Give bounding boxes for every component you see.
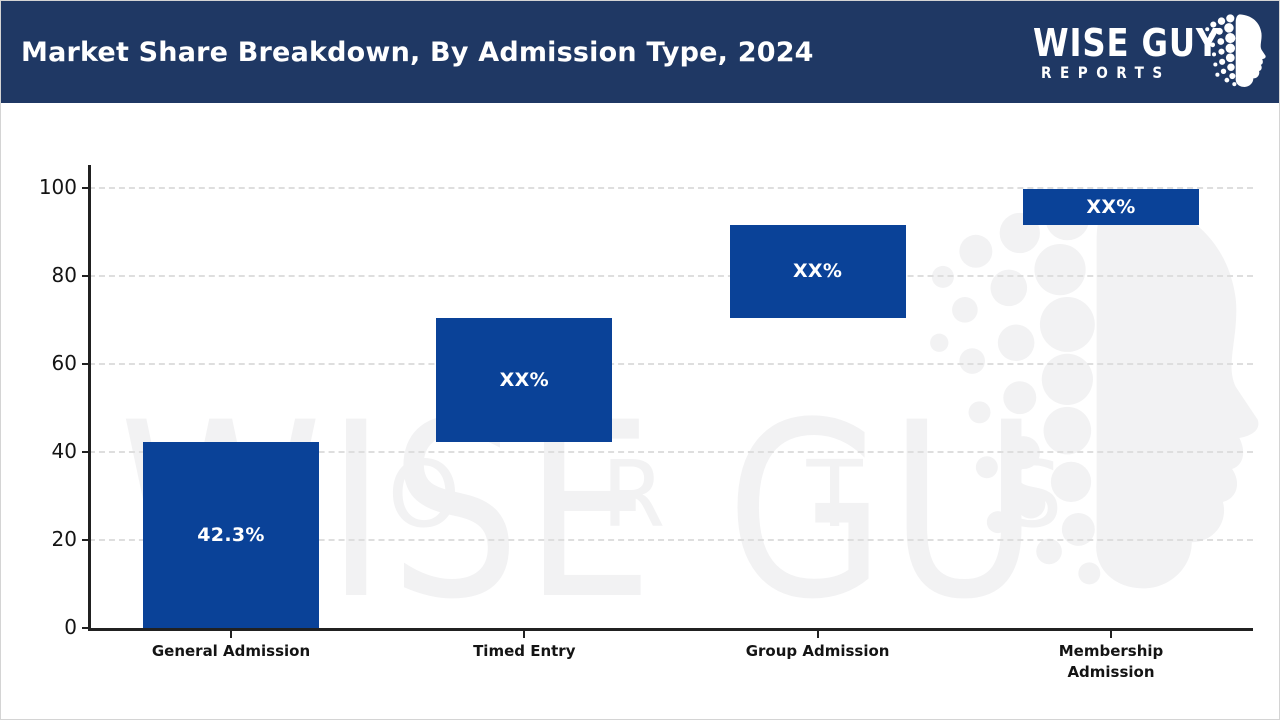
bar-value-label: XX% (792, 260, 843, 283)
y-tick-label-80: 80 (51, 262, 77, 287)
bar-value-label: 42.3% (197, 523, 265, 546)
bar-group-admission: XX% (729, 224, 906, 318)
y-tick-label-0: 0 (64, 615, 77, 639)
bar-value-label: XX% (499, 368, 549, 391)
y-tick-40 (82, 450, 89, 453)
header-bar: Market Share Breakdown, By Admission Typ… (1, 1, 1279, 103)
y-tick-0 (82, 627, 89, 629)
y-tick-60 (82, 362, 89, 365)
x-tick-1 (523, 630, 526, 638)
x-tick-label-0: General Admission (151, 642, 311, 660)
y-tick-label-20: 20 (51, 526, 77, 551)
x-tick-0 (230, 630, 232, 638)
y-tick-100 (82, 186, 89, 189)
logo-reports-text: REPORTS (1041, 63, 1171, 82)
y-tick-label-40: 40 (51, 438, 77, 463)
bar-value-label: XX% (1086, 195, 1136, 218)
gridline-40 (89, 450, 1253, 453)
gridline-100 (89, 186, 1253, 189)
y-tick-label-100: 100 (38, 174, 77, 199)
gridline-80 (89, 274, 1253, 277)
logo-wordmark: WISE GUY (1033, 21, 1221, 65)
bar-membership-admission: XX% (1023, 188, 1199, 225)
bar-timed-entry: XX% (436, 318, 613, 442)
wise-guy-reports-logo: WISE GUY REPORTS (1015, 7, 1273, 99)
x-tick-2 (816, 630, 819, 638)
gridline-20 (89, 538, 1253, 541)
x-tick-3 (1110, 630, 1112, 638)
y-axis-line (88, 165, 91, 631)
y-tick-80 (82, 274, 89, 277)
bar-general-admission: 42.3% (143, 441, 319, 628)
y-tick-20 (82, 538, 89, 541)
y-tick-label-60: 60 (51, 350, 77, 375)
page-title: Market Share Breakdown, By Admission Typ… (21, 37, 814, 68)
x-axis-line (88, 628, 1253, 631)
x-tick-label-2: Group Admission (745, 642, 890, 660)
x-tick-label-1: Timed Entry (473, 642, 576, 660)
logo-face-icon (1204, 14, 1266, 87)
x-tick-label-3: Membership Admission (1058, 642, 1164, 681)
gridline-60 (89, 362, 1253, 365)
